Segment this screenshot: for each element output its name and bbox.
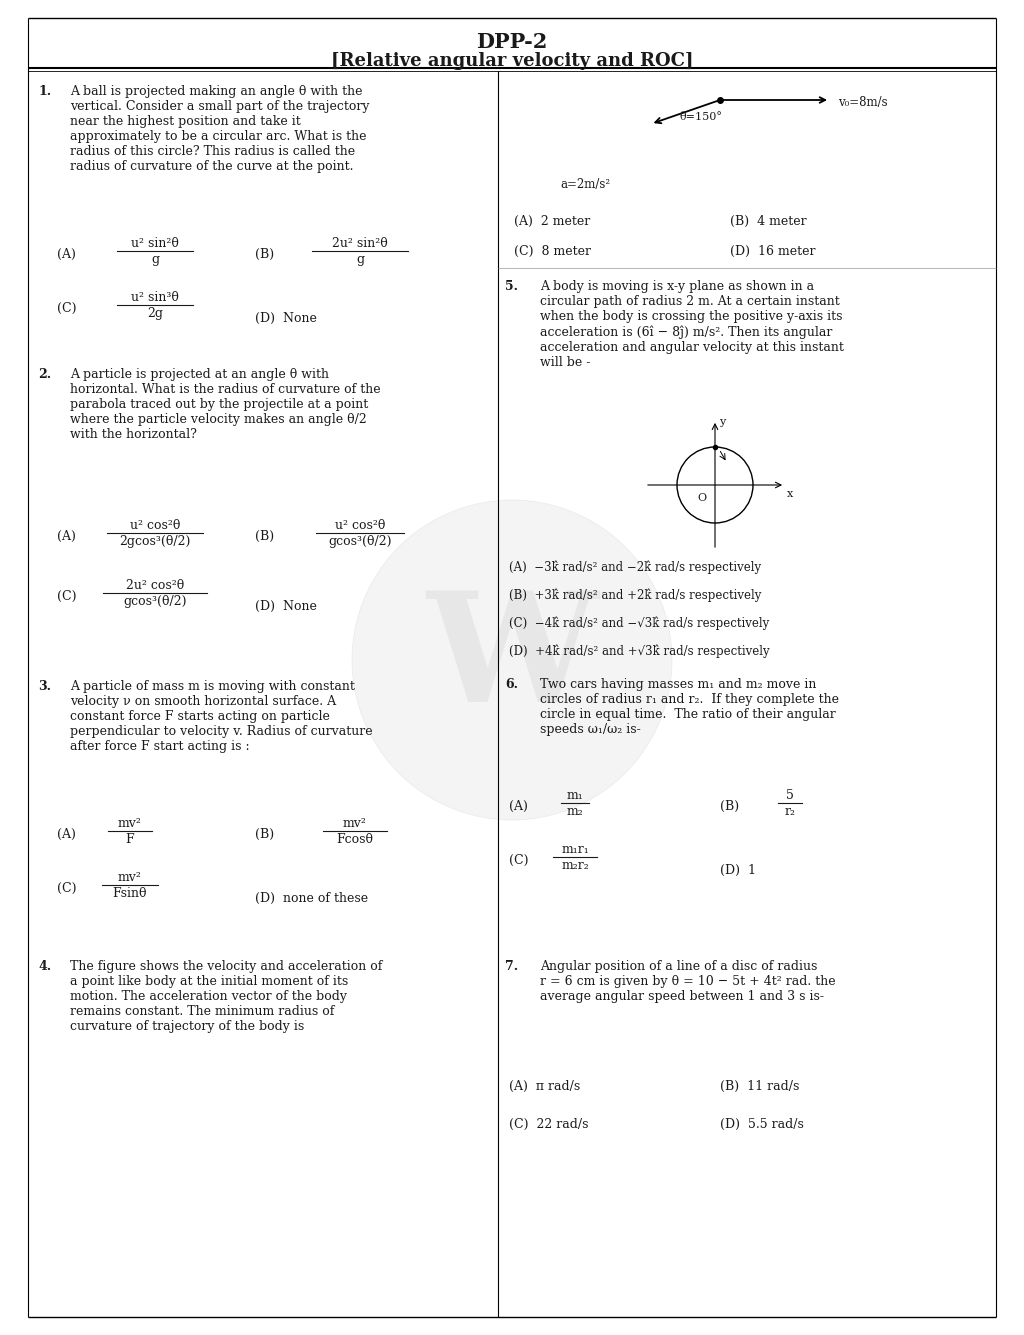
Text: O: O [697, 493, 707, 503]
Text: (C): (C) [57, 882, 77, 894]
Text: A particle of mass m is moving with constant
velocity ν on smooth horizontal sur: A particle of mass m is moving with cons… [70, 680, 373, 753]
Text: 7.: 7. [505, 960, 518, 973]
Text: m₂: m₂ [566, 805, 584, 818]
Text: [Relative angular velocity and ROC]: [Relative angular velocity and ROC] [331, 52, 693, 69]
Text: (D)  None: (D) None [255, 312, 316, 324]
Text: u² sin³θ: u² sin³θ [131, 291, 179, 304]
Text: θ=150°: θ=150° [680, 112, 723, 121]
Text: A particle is projected at an angle θ with
horizontal. What is the radius of cur: A particle is projected at an angle θ wi… [70, 368, 381, 441]
Text: (D)  16 meter: (D) 16 meter [730, 246, 815, 258]
Text: gcos³(θ/2): gcos³(θ/2) [329, 535, 392, 547]
Text: u² sin²θ: u² sin²θ [131, 238, 179, 250]
Text: 5.: 5. [505, 280, 518, 292]
Text: mv²: mv² [118, 870, 142, 884]
Text: (A): (A) [57, 530, 76, 543]
Text: (B)  11 rad/s: (B) 11 rad/s [720, 1080, 800, 1093]
Text: g: g [356, 254, 365, 266]
Text: (B)  +3k̂ rad/s² and +2k̂ rad/s respectively: (B) +3k̂ rad/s² and +2k̂ rad/s respectiv… [509, 587, 762, 602]
Text: u² cos²θ: u² cos²θ [130, 519, 180, 533]
Text: 6.: 6. [505, 678, 518, 692]
Text: x: x [787, 489, 794, 499]
Text: u² cos²θ: u² cos²θ [335, 519, 385, 533]
Text: A body is moving is x-y plane as shown in a
circular path of radius 2 m. At a ce: A body is moving is x-y plane as shown i… [540, 280, 844, 368]
Text: (B): (B) [255, 530, 274, 543]
Text: gcos³(θ/2): gcos³(θ/2) [123, 595, 186, 607]
Text: (A): (A) [509, 800, 528, 813]
Text: (A)  2 meter: (A) 2 meter [514, 215, 590, 228]
Text: 2u² sin²θ: 2u² sin²θ [332, 238, 388, 250]
Text: 5: 5 [786, 789, 794, 802]
Text: 2.: 2. [38, 368, 51, 380]
Text: (C)  22 rad/s: (C) 22 rad/s [509, 1117, 589, 1131]
Text: m₁r₁: m₁r₁ [561, 842, 589, 856]
Text: a=2m/s²: a=2m/s² [560, 178, 610, 191]
Text: A ball is projected making an angle θ with the
vertical. Consider a small part o: A ball is projected making an angle θ wi… [70, 85, 370, 174]
Text: (C): (C) [57, 590, 77, 603]
Text: (B): (B) [720, 800, 739, 813]
Text: F: F [126, 833, 134, 846]
Text: Angular position of a line of a disc of radius
r = 6 cm is given by θ = 10 − 5t : Angular position of a line of a disc of … [540, 960, 836, 1003]
Text: 2u² cos²θ: 2u² cos²θ [126, 579, 184, 591]
Text: (C)  −4k̂ rad/s² and −√3k̂ rad/s respectively: (C) −4k̂ rad/s² and −√3k̂ rad/s respecti… [509, 615, 769, 630]
Text: (B): (B) [255, 248, 274, 262]
Text: g: g [151, 254, 159, 266]
Text: (D)  5.5 rad/s: (D) 5.5 rad/s [720, 1117, 804, 1131]
Text: mv²: mv² [343, 817, 367, 830]
Text: (A): (A) [57, 248, 76, 262]
Text: The figure shows the velocity and acceleration of
a point like body at the initi: The figure shows the velocity and accele… [70, 960, 382, 1033]
Text: Two cars having masses m₁ and m₂ move in
circles of radius r₁ and r₂.  If they c: Two cars having masses m₁ and m₂ move in… [540, 678, 839, 736]
Text: r₂: r₂ [784, 805, 796, 818]
Text: mv²: mv² [118, 817, 142, 830]
Text: (A)  π rad/s: (A) π rad/s [509, 1080, 581, 1093]
Text: 3.: 3. [38, 680, 51, 693]
Text: DPP-2: DPP-2 [476, 32, 548, 52]
Text: (B)  4 meter: (B) 4 meter [730, 215, 807, 228]
Text: W: W [426, 586, 598, 734]
Text: Fsinθ: Fsinθ [113, 886, 147, 900]
Text: 4.: 4. [38, 960, 51, 973]
Text: (A)  −3k̂ rad/s² and −2k̂ rad/s respectively: (A) −3k̂ rad/s² and −2k̂ rad/s respectiv… [509, 559, 761, 574]
Text: (D)  1: (D) 1 [720, 864, 756, 877]
Text: (A): (A) [57, 828, 76, 841]
Text: (C): (C) [57, 302, 77, 315]
Text: m₂r₂: m₂r₂ [561, 858, 589, 872]
Text: (C)  8 meter: (C) 8 meter [514, 246, 591, 258]
Text: (D)  +4k̂ rad/s² and +√3k̂ rad/s respectively: (D) +4k̂ rad/s² and +√3k̂ rad/s respecti… [509, 643, 770, 658]
Text: (C): (C) [509, 854, 528, 866]
Text: 2gcos³(θ/2): 2gcos³(θ/2) [120, 535, 190, 547]
Circle shape [352, 501, 672, 820]
Text: (D)  none of these: (D) none of these [255, 892, 368, 905]
Text: v₀=8m/s: v₀=8m/s [838, 96, 888, 109]
Text: (D)  None: (D) None [255, 599, 316, 613]
Text: 2g: 2g [147, 307, 163, 320]
Text: m₁: m₁ [566, 789, 584, 802]
Text: y: y [719, 417, 725, 427]
Text: 1.: 1. [38, 85, 51, 97]
Text: (B): (B) [255, 828, 274, 841]
Text: Fcosθ: Fcosθ [337, 833, 374, 846]
